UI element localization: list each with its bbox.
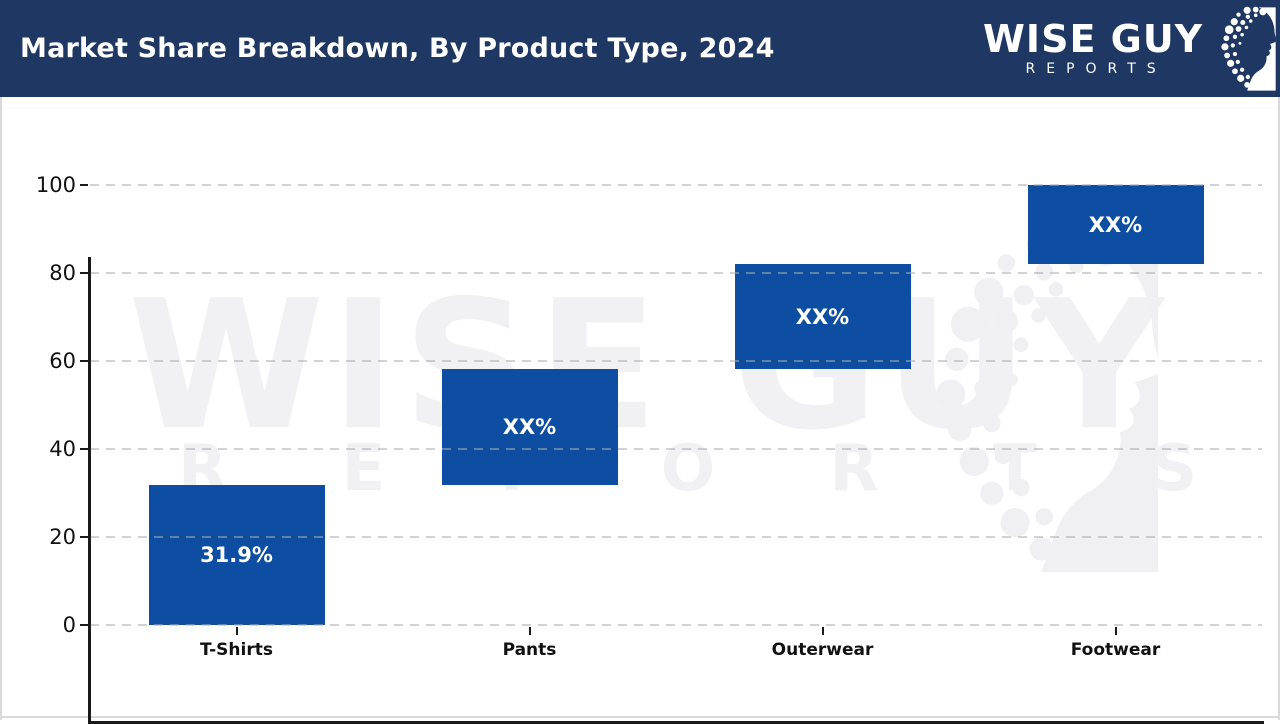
logo-face-icon	[1207, 6, 1276, 92]
y-tick-label: 40	[49, 437, 76, 461]
gridline	[90, 272, 1262, 274]
x-tick-mark	[528, 627, 531, 635]
x-tick-label: T-Shirts	[200, 640, 273, 660]
header: Market Share Breakdown, By Product Type,…	[0, 0, 1280, 97]
chart-plot-area: WISE GUY R E P O R T S 0 20 40 60 80 100 31.9%…	[0, 97, 1280, 724]
y-tick-mark	[80, 360, 88, 362]
page-border-bottom	[0, 716, 1280, 718]
bar: XX%	[441, 368, 618, 485]
y-tick-mark	[80, 536, 88, 538]
y-tick-label: 100	[35, 173, 76, 197]
chart-title: Market Share Breakdown, By Product Type,…	[20, 33, 775, 64]
gridline	[90, 448, 1262, 450]
logo-subtext: REPORTS	[1025, 60, 1167, 77]
y-tick-mark	[80, 184, 88, 186]
x-tick-label: Pants	[502, 640, 557, 660]
page-border-right	[1278, 0, 1280, 720]
page-border-left	[0, 0, 2, 720]
y-axis-line	[88, 257, 91, 724]
y-tick-mark	[80, 272, 88, 274]
gridline	[90, 360, 1262, 362]
y-tick-label: 0	[62, 613, 76, 637]
gridline	[90, 536, 1262, 538]
y-tick-label: 20	[49, 525, 76, 549]
bar-label: XX%	[1088, 212, 1143, 237]
gridline	[90, 624, 1262, 626]
bar-label: XX%	[502, 414, 557, 439]
logo-text: WISE GUY REPORTS	[983, 17, 1204, 77]
x-tick-mark	[1114, 627, 1117, 635]
bar: 31.9%	[148, 484, 325, 625]
bar-label: XX%	[795, 304, 850, 329]
bar: XX%	[734, 264, 911, 369]
bar-label: 31.9%	[200, 542, 273, 567]
x-tick-label: Footwear	[1070, 640, 1161, 660]
bar: XX%	[1027, 185, 1204, 265]
y-tick-label: 80	[49, 261, 76, 285]
logo-wordmark: WISE GUY	[983, 17, 1204, 62]
wiseguy-logo: WISE GUY REPORTS	[983, 6, 1276, 92]
gridline	[90, 184, 1262, 186]
x-tick-mark	[821, 627, 824, 635]
x-tick-label: Outerwear	[771, 640, 874, 660]
y-tick-mark	[80, 624, 88, 626]
y-tick-mark	[80, 448, 88, 450]
y-tick-label: 60	[49, 349, 76, 373]
x-tick-mark	[235, 627, 238, 635]
